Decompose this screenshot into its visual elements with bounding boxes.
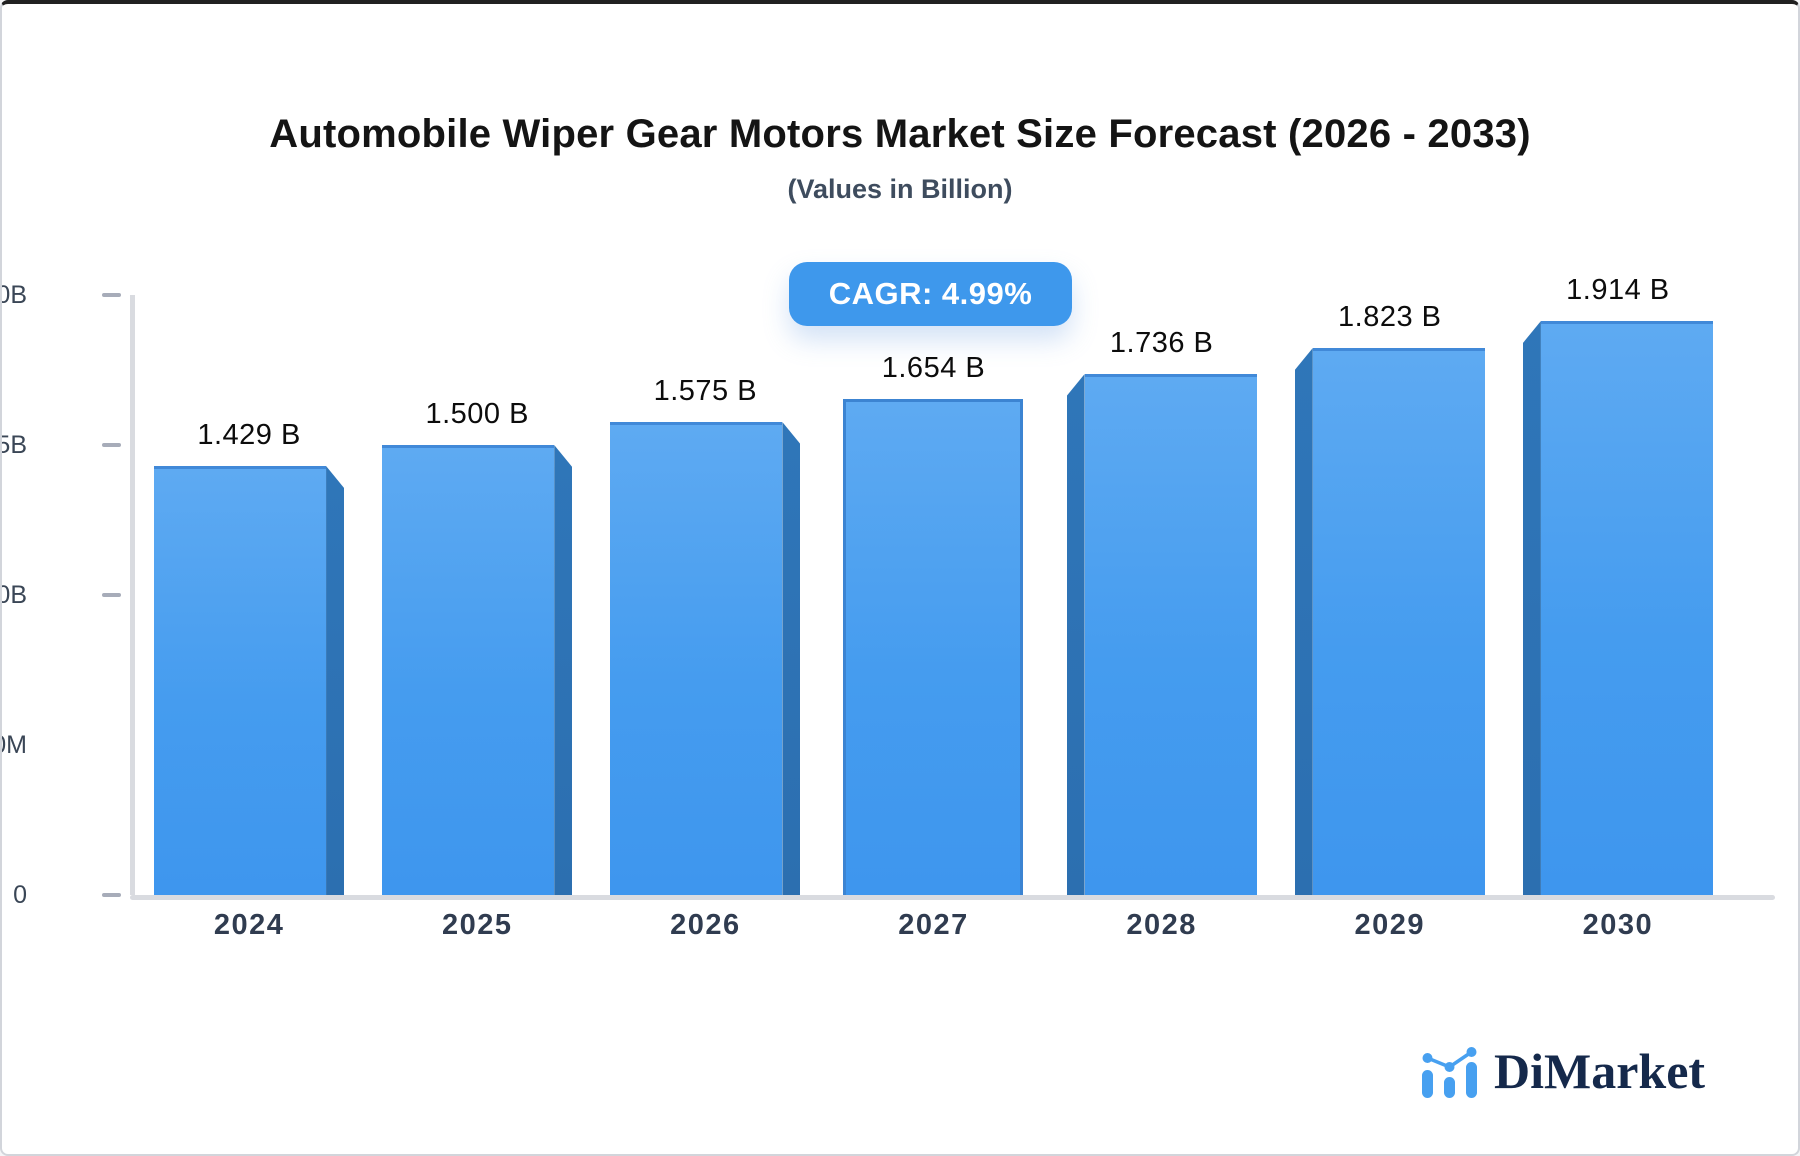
y-axis-tick [102, 593, 121, 597]
bar-slot: 1.654 B 2027 [819, 295, 1047, 941]
bar-slot: 1.575 B 2026 [591, 295, 819, 941]
brand-logo-text: DiMarket [1494, 1043, 1706, 1099]
bar-side-shade [1066, 374, 1085, 895]
bar-side-shade [554, 445, 573, 895]
bar-face [610, 422, 783, 895]
bar-side-shade [326, 466, 345, 895]
bar-value-label: 1.429 B [197, 419, 301, 451]
x-axis-label: 2030 [1582, 909, 1654, 941]
bar-face [843, 399, 1024, 895]
cagr-badge-label: CAGR: 4.99% [828, 276, 1033, 311]
bar-slot: 1.429 B 2024 [135, 295, 363, 941]
y-axis-tick [102, 893, 121, 897]
bar-slot: 1.823 B 2029 [1276, 295, 1504, 941]
x-axis-label: 2027 [898, 909, 969, 941]
bar-value-label: 1.575 B [653, 375, 758, 407]
bar-face [382, 445, 555, 895]
x-axis-label: 2028 [1126, 909, 1197, 941]
brand-logo: DiMarket [1420, 1044, 1705, 1098]
bar-2025[interactable] [382, 445, 573, 895]
cagr-badge: CAGR: 4.99% [789, 262, 1072, 326]
y-axis-label: 0 [13, 881, 27, 909]
x-axis-label: 2025 [441, 909, 513, 941]
bar-2027[interactable] [843, 399, 1024, 895]
y-axis-label: 1.0B [2, 581, 27, 609]
x-axis-baseline [130, 895, 1775, 900]
bar-side-shade [1294, 348, 1313, 895]
bar-2024[interactable] [154, 466, 345, 895]
y-axis-tick [102, 443, 121, 447]
x-axis-label: 2029 [1354, 909, 1426, 941]
y-axis-label: 1.5B [2, 431, 27, 459]
bar-face [154, 466, 327, 895]
bar-slot: 1.736 B 2028 [1048, 295, 1276, 941]
bar-face [1312, 348, 1485, 895]
bar-value-label: 1.500 B [425, 398, 529, 430]
bar-value-label: 1.823 B [1338, 301, 1442, 333]
bar-2028[interactable] [1066, 374, 1257, 895]
bar-value-label: 1.914 B [1566, 274, 1670, 306]
bar-face [1084, 374, 1257, 895]
bar-2029[interactable] [1294, 348, 1485, 895]
brand-logo-icon [1422, 1047, 1477, 1098]
bar-side-shade [782, 422, 801, 895]
bar-face [1540, 321, 1713, 895]
bar-2026[interactable] [610, 422, 801, 895]
y-axis-label: 2.0B [2, 281, 27, 309]
x-axis-label: 2024 [213, 909, 285, 941]
x-axis-label: 2026 [670, 909, 741, 941]
bar-value-label: 1.654 B [881, 352, 986, 384]
y-axis-tick [102, 293, 121, 297]
chart-title: Automobile Wiper Gear Motors Market Size… [269, 112, 1531, 156]
bar-2030[interactable] [1522, 321, 1713, 895]
bar-chart-plot: 1.429 B 2024 1.500 B 2025 1.575 B 2026 1.654 B… [2, 274, 1775, 941]
y-axis-label: 500.0M [2, 731, 27, 759]
bar-slot: 1.500 B 2025 [363, 295, 591, 941]
bar-side-shade [1522, 321, 1541, 895]
bar-value-label: 1.736 B [1109, 327, 1214, 359]
chart-subtitle: (Values in Billion) [787, 174, 1013, 204]
y-axis-line [130, 295, 135, 895]
bar-slot: 1.914 B 2030 [1504, 274, 1732, 941]
